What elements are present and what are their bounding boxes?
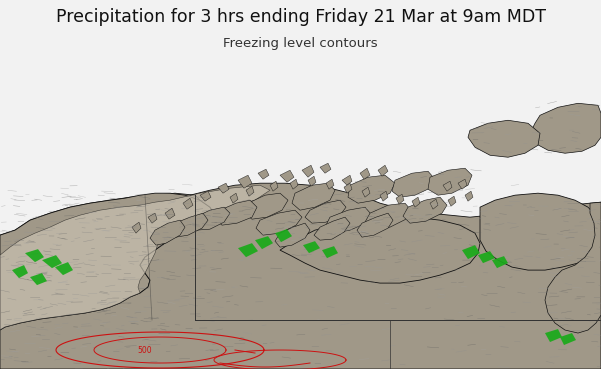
Polygon shape: [292, 183, 335, 210]
Polygon shape: [396, 194, 404, 204]
Polygon shape: [380, 191, 388, 201]
Polygon shape: [280, 217, 480, 283]
Polygon shape: [275, 223, 310, 247]
Text: Precipitation for 3 hrs ending Friday 21 Mar at 9am MDT: Precipitation for 3 hrs ending Friday 21…: [55, 8, 546, 25]
Polygon shape: [0, 320, 20, 332]
Polygon shape: [183, 198, 193, 209]
Polygon shape: [165, 208, 175, 219]
Polygon shape: [132, 222, 141, 233]
Polygon shape: [342, 175, 352, 185]
Text: Freezing level contours: Freezing level contours: [223, 37, 378, 50]
Polygon shape: [218, 183, 229, 193]
Polygon shape: [428, 168, 472, 195]
Polygon shape: [360, 168, 370, 179]
Polygon shape: [362, 187, 370, 197]
Polygon shape: [320, 163, 331, 173]
Polygon shape: [190, 207, 230, 230]
Polygon shape: [30, 273, 47, 285]
Polygon shape: [25, 249, 44, 262]
Polygon shape: [290, 179, 298, 189]
Polygon shape: [148, 213, 157, 223]
Polygon shape: [5, 360, 35, 369]
Polygon shape: [468, 120, 540, 157]
Polygon shape: [545, 202, 601, 333]
Polygon shape: [308, 176, 316, 186]
Polygon shape: [0, 185, 270, 330]
Polygon shape: [238, 175, 252, 188]
Polygon shape: [238, 243, 258, 257]
Polygon shape: [305, 200, 346, 223]
Polygon shape: [378, 165, 388, 176]
Polygon shape: [0, 193, 220, 369]
Polygon shape: [303, 241, 320, 253]
Polygon shape: [275, 229, 292, 242]
Polygon shape: [392, 171, 435, 197]
Polygon shape: [448, 196, 456, 206]
Polygon shape: [480, 193, 601, 270]
Polygon shape: [244, 193, 288, 219]
Polygon shape: [255, 236, 273, 249]
Polygon shape: [465, 191, 473, 201]
Polygon shape: [270, 181, 278, 191]
Polygon shape: [530, 103, 601, 153]
Polygon shape: [12, 265, 28, 278]
Polygon shape: [462, 245, 480, 259]
Polygon shape: [348, 175, 395, 203]
Polygon shape: [322, 246, 338, 258]
Polygon shape: [256, 210, 302, 235]
Polygon shape: [326, 179, 334, 189]
Polygon shape: [280, 170, 294, 182]
Polygon shape: [0, 348, 30, 362]
Polygon shape: [560, 333, 576, 345]
Polygon shape: [0, 183, 601, 369]
Polygon shape: [302, 165, 314, 177]
Polygon shape: [55, 262, 73, 275]
Polygon shape: [215, 200, 257, 225]
Polygon shape: [365, 203, 412, 229]
Polygon shape: [314, 217, 350, 240]
Polygon shape: [246, 186, 254, 196]
Polygon shape: [357, 213, 393, 237]
Polygon shape: [412, 197, 420, 207]
Polygon shape: [443, 181, 452, 191]
Polygon shape: [42, 255, 62, 268]
Polygon shape: [403, 197, 447, 223]
Polygon shape: [0, 193, 215, 330]
Polygon shape: [545, 329, 562, 342]
Polygon shape: [200, 191, 211, 201]
Text: 500: 500: [138, 346, 152, 355]
Polygon shape: [170, 213, 208, 237]
Polygon shape: [344, 183, 352, 193]
Polygon shape: [430, 199, 438, 209]
Polygon shape: [0, 333, 25, 347]
Polygon shape: [326, 207, 372, 233]
Polygon shape: [230, 193, 238, 203]
Polygon shape: [258, 169, 269, 179]
Polygon shape: [458, 179, 467, 189]
Polygon shape: [478, 251, 495, 263]
Polygon shape: [150, 220, 185, 245]
Polygon shape: [492, 256, 508, 268]
